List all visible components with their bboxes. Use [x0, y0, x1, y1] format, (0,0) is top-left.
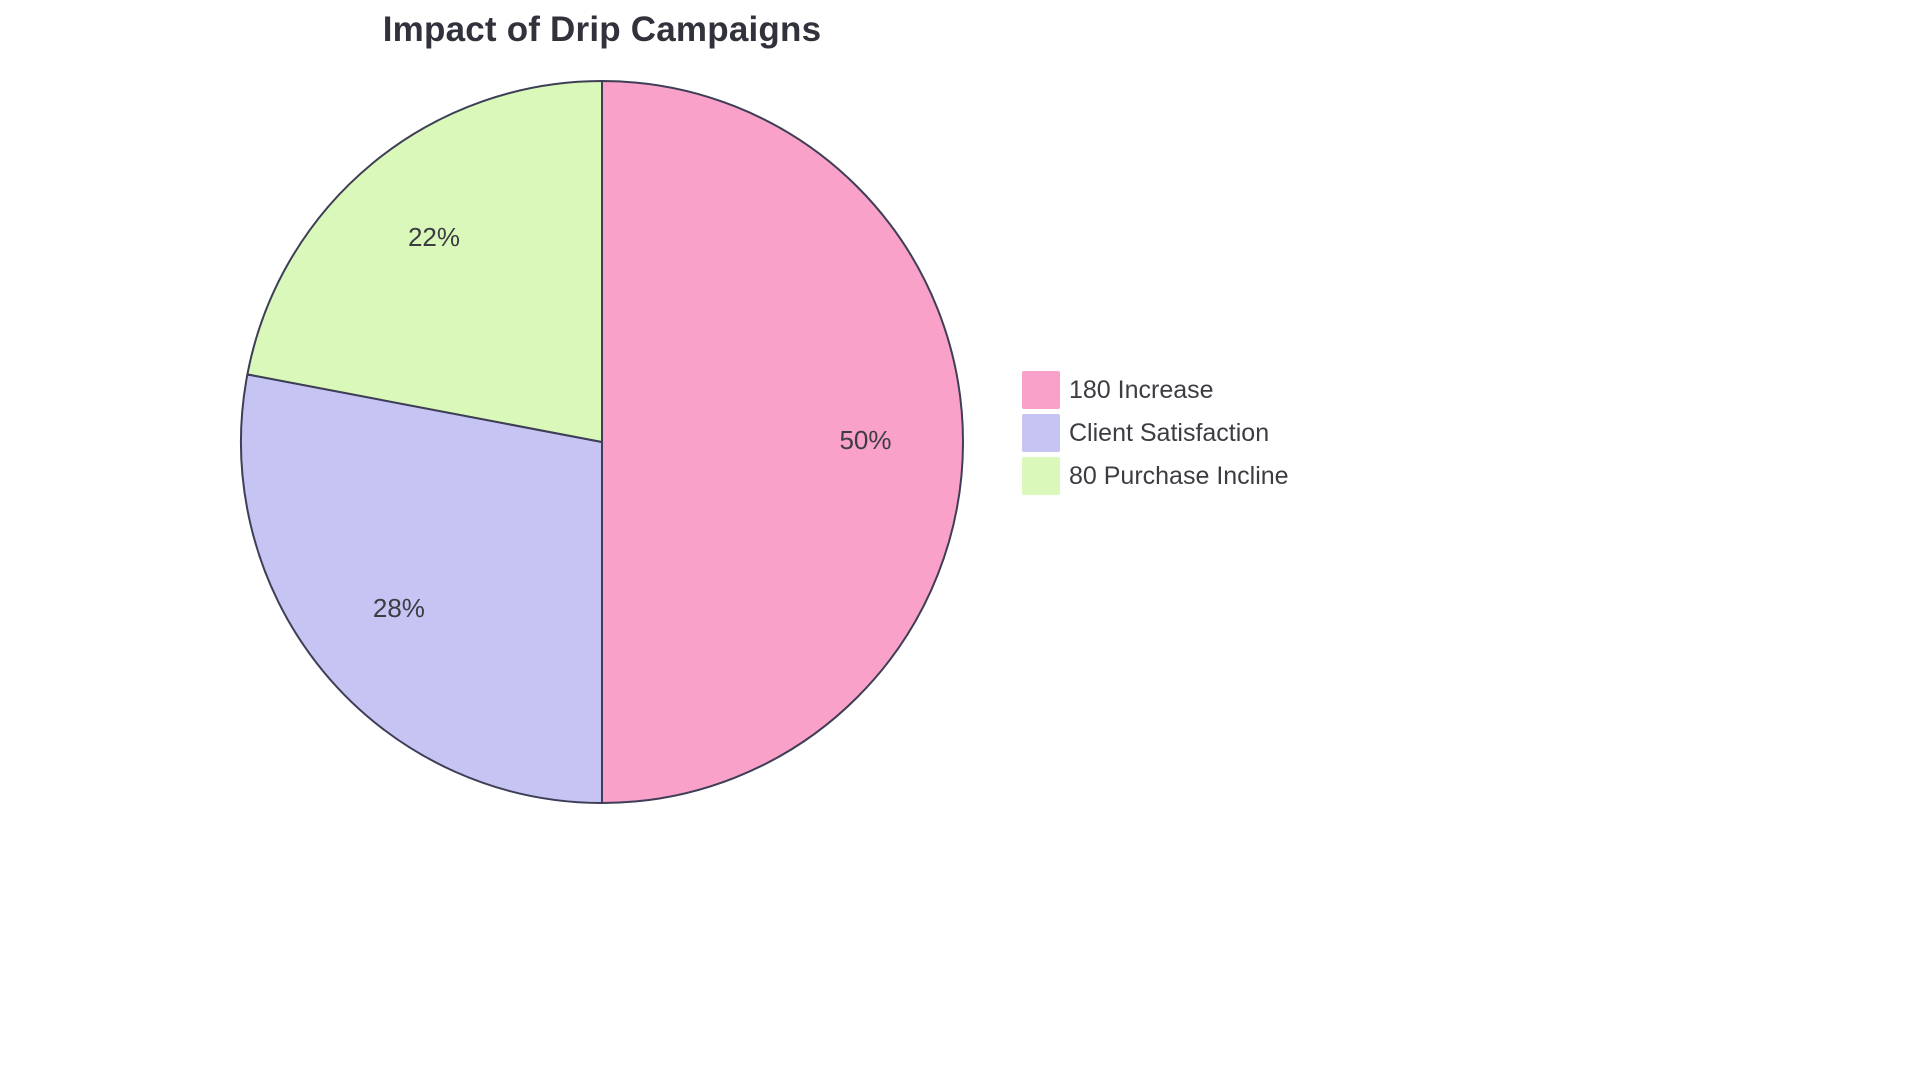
legend-label: 80 Purchase Incline	[1069, 461, 1289, 490]
legend-label: 180 Increase	[1069, 375, 1214, 404]
pie-slice	[246, 80, 603, 443]
legend-swatch	[1022, 457, 1060, 495]
chart-title: Impact of Drip Campaigns	[382, 10, 822, 49]
legend-item: Client Satisfaction	[1022, 414, 1289, 452]
legend-item: 80 Purchase Incline	[1022, 457, 1289, 495]
pie-slice	[601, 80, 964, 804]
legend-swatch	[1022, 414, 1060, 452]
legend: 180 Increase Client Satisfaction 80 Purc…	[1022, 371, 1289, 495]
legend-item: 180 Increase	[1022, 371, 1289, 409]
pie-percent-label: 50%	[839, 425, 891, 455]
pie-percent-label: 22%	[408, 222, 460, 252]
legend-swatch	[1022, 371, 1060, 409]
pie-slice	[240, 373, 603, 804]
legend-label: Client Satisfaction	[1069, 418, 1270, 447]
pie-percent-label: 28%	[373, 593, 425, 623]
